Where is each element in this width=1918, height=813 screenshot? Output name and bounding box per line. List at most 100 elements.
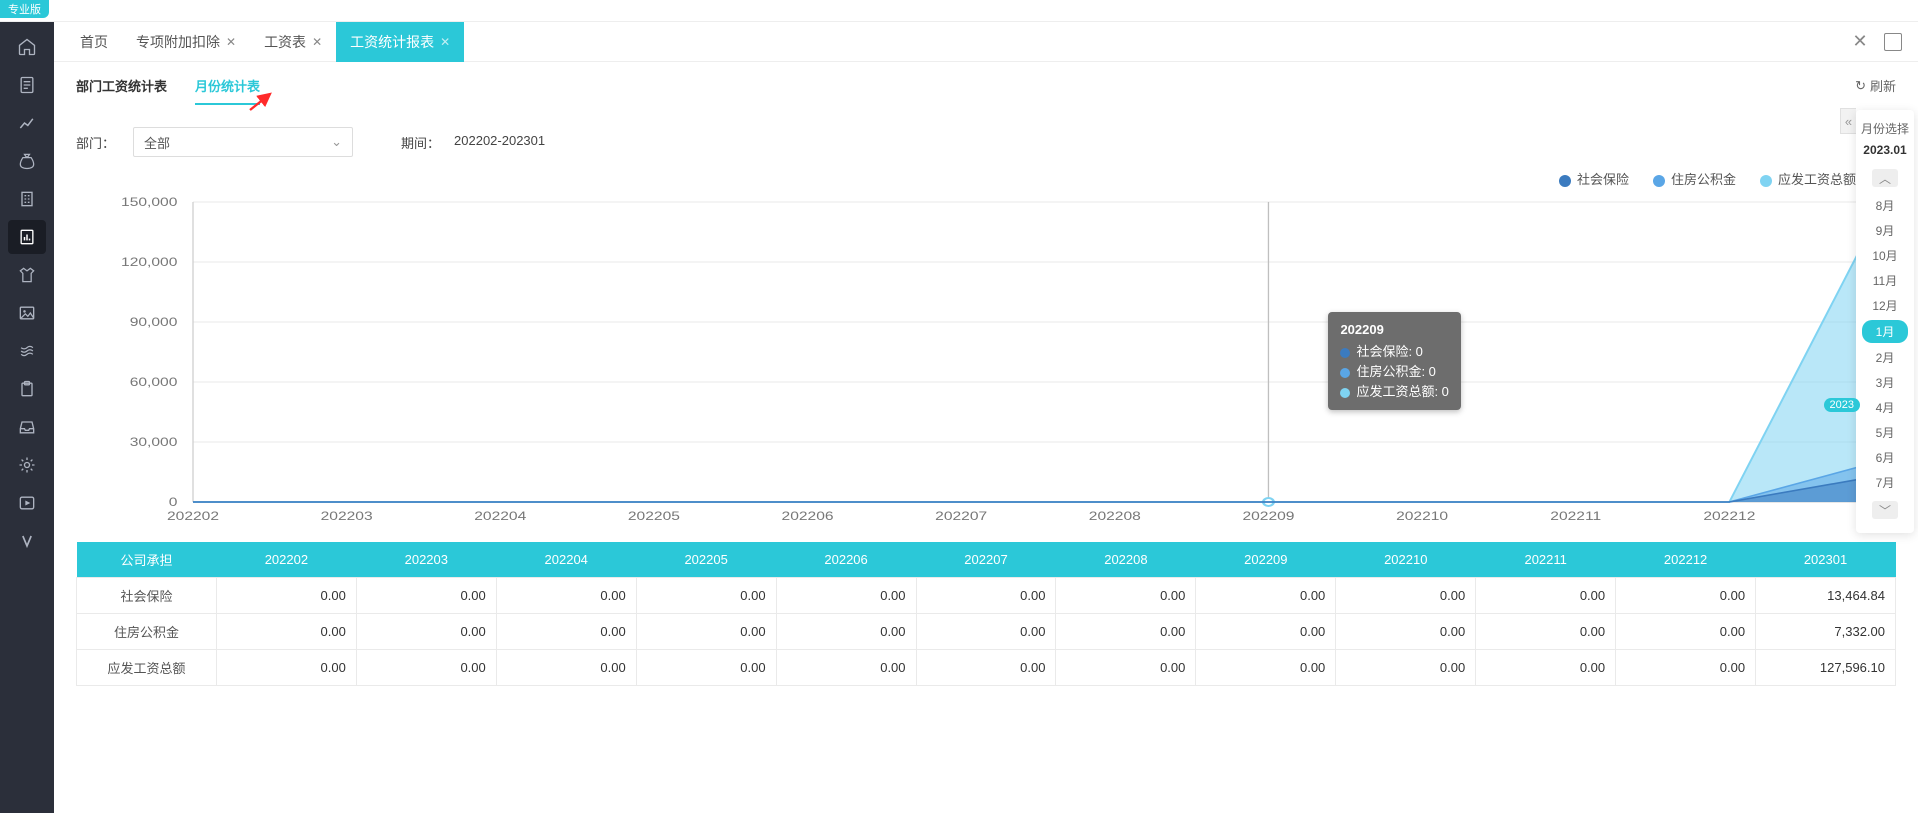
tab-3[interactable]: 工资统计报表 ✕ (336, 22, 464, 62)
tab-close-icon[interactable]: ✕ (226, 35, 236, 49)
rail-item-wash[interactable] (8, 334, 46, 368)
period-value: 202202-202301 (454, 133, 545, 152)
svg-text:202202: 202202 (167, 509, 219, 523)
tab-2[interactable]: 工资表 ✕ (250, 22, 336, 62)
rail-item-image[interactable] (8, 296, 46, 330)
building-icon (17, 189, 37, 209)
legend-item[interactable]: 住房公积金 (1653, 169, 1736, 188)
chart-line-icon (17, 113, 37, 133)
table-cell: 0.00 (636, 578, 776, 614)
tab-close-icon[interactable]: ✕ (440, 35, 450, 49)
table-cell: 0.00 (1616, 578, 1756, 614)
table-header: 202203 (356, 542, 496, 578)
legend-swatch (1559, 175, 1571, 187)
table-cell: 0.00 (1476, 578, 1616, 614)
table-cell: 0.00 (496, 650, 636, 686)
tab-label: 专项附加扣除 (136, 32, 220, 52)
rail-item-report[interactable] (8, 220, 46, 254)
tab-label: 工资表 (264, 32, 306, 52)
table-cell: 0.00 (356, 614, 496, 650)
rail-item-clipboard[interactable] (8, 372, 46, 406)
tab-close-icon[interactable]: ✕ (312, 35, 322, 49)
dept-select[interactable]: 全部 ⌄ (133, 127, 353, 157)
rail-item-inbox[interactable] (8, 410, 46, 444)
month-option[interactable]: 8月 (1856, 193, 1914, 218)
chart-legend: 社会保险 住房公积金 应发工资总额 (76, 169, 1896, 188)
table-cell: 0.00 (1476, 614, 1616, 650)
svg-text:202207: 202207 (935, 509, 987, 523)
row-label: 住房公积金 (77, 614, 217, 650)
tabstrip-close-button[interactable]: ✕ (1848, 30, 1872, 54)
table-cell: 0.00 (776, 614, 916, 650)
svg-text:90,000: 90,000 (130, 315, 178, 329)
rail-item-gear[interactable] (8, 448, 46, 482)
left-nav-rail (0, 22, 54, 813)
table-cell: 0.00 (916, 650, 1056, 686)
table-cell: 0.00 (916, 578, 1056, 614)
table-cell: 0.00 (1476, 650, 1616, 686)
svg-text:202212: 202212 (1703, 509, 1755, 523)
month-picker-up-button[interactable]: ︿ (1872, 169, 1898, 187)
chevron-down-icon: ⌄ (331, 134, 342, 150)
subtab-0[interactable]: 部门工资统计表 (76, 76, 167, 103)
clipboard-icon (17, 379, 37, 399)
svg-text:0: 0 (169, 495, 178, 509)
refresh-button[interactable]: ↻ 刷新 (1855, 76, 1896, 95)
shirt-icon (17, 265, 37, 285)
month-option[interactable]: 5月 (1856, 420, 1914, 445)
main-tabstrip: 首页专项附加扣除 ✕ 工资表 ✕ 工资统计报表 ✕ ✕ (54, 22, 1918, 62)
tab-1[interactable]: 专项附加扣除 ✕ (122, 22, 250, 62)
rail-item-building[interactable] (8, 182, 46, 216)
table-cell: 0.00 (1196, 578, 1336, 614)
inbox-icon (17, 417, 37, 437)
legend-swatch (1760, 175, 1772, 187)
month-option[interactable]: 3月 (1856, 370, 1914, 395)
rail-item-letter-v[interactable] (8, 524, 46, 558)
table-row: 应发工资总额0.000.000.000.000.000.000.000.000.… (77, 650, 1896, 686)
svg-text:202203: 202203 (321, 509, 373, 523)
svg-text:202205: 202205 (628, 509, 680, 523)
month-picker-collapse-handle[interactable]: « (1840, 108, 1856, 134)
month-option[interactable]: 10月 (1856, 243, 1914, 268)
salary-summary-table: 公司承担202202202203202204202205202206202207… (76, 542, 1896, 686)
refresh-label: 刷新 (1870, 76, 1896, 95)
month-option[interactable]: 4月 (1856, 395, 1914, 420)
rail-item-shirt[interactable] (8, 258, 46, 292)
month-picker-down-button[interactable]: ﹀ (1872, 501, 1898, 519)
svg-text:202204: 202204 (474, 509, 526, 523)
table-cell: 127,596.10 (1756, 650, 1896, 686)
legend-item[interactable]: 社会保险 (1559, 169, 1629, 188)
subtab-1[interactable]: 月份统计表 (195, 76, 260, 103)
table-header: 202207 (916, 542, 1056, 578)
table-cell: 0.00 (496, 578, 636, 614)
image-icon (17, 303, 37, 323)
month-option[interactable]: 7月 (1856, 470, 1914, 495)
tab-0[interactable]: 首页 (66, 22, 122, 62)
table-header: 202205 (636, 542, 776, 578)
table-cell: 13,464.84 (1756, 578, 1896, 614)
row-label: 社会保险 (77, 578, 217, 614)
month-option[interactable]: 1月 (1862, 320, 1908, 343)
month-picker-value: 2023.01 (1863, 143, 1906, 163)
play-icon (17, 493, 37, 513)
letter-v-icon (17, 531, 37, 551)
legend-item[interactable]: 应发工资总额 (1760, 169, 1856, 188)
month-option[interactable]: 6月 (1856, 445, 1914, 470)
report-icon (17, 227, 37, 247)
rail-item-play[interactable] (8, 486, 46, 520)
month-option[interactable]: 11月 (1856, 268, 1914, 293)
month-option[interactable]: 12月 (1856, 293, 1914, 318)
table-cell: 0.00 (356, 578, 496, 614)
table-cell: 0.00 (776, 650, 916, 686)
rail-item-doc[interactable] (8, 68, 46, 102)
dept-label: 部门： (76, 133, 115, 152)
tab-label: 工资统计报表 (350, 32, 434, 52)
table-cell: 0.00 (216, 578, 356, 614)
month-option[interactable]: 2月 (1856, 345, 1914, 370)
table-header: 202211 (1476, 542, 1616, 578)
rail-item-chart-line[interactable] (8, 106, 46, 140)
rail-item-money-bag[interactable] (8, 144, 46, 178)
rail-item-home[interactable] (8, 30, 46, 64)
month-option[interactable]: 9月 (1856, 218, 1914, 243)
fullscreen-icon[interactable] (1884, 33, 1902, 51)
